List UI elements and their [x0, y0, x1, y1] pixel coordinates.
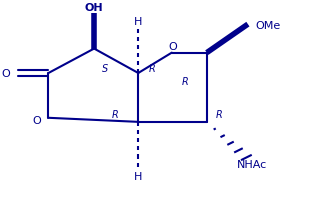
Text: OMe: OMe [256, 21, 281, 31]
Text: H: H [134, 17, 142, 27]
Text: S: S [102, 64, 108, 74]
Text: R: R [149, 64, 156, 74]
Text: OH: OH [85, 3, 104, 13]
Text: R: R [182, 77, 189, 87]
Text: NHAc: NHAc [237, 159, 267, 169]
Text: R: R [112, 109, 119, 119]
Text: R: R [216, 109, 222, 119]
Text: H: H [134, 171, 142, 181]
Text: O: O [2, 69, 10, 79]
Text: O: O [32, 115, 41, 125]
Text: O: O [168, 41, 177, 51]
